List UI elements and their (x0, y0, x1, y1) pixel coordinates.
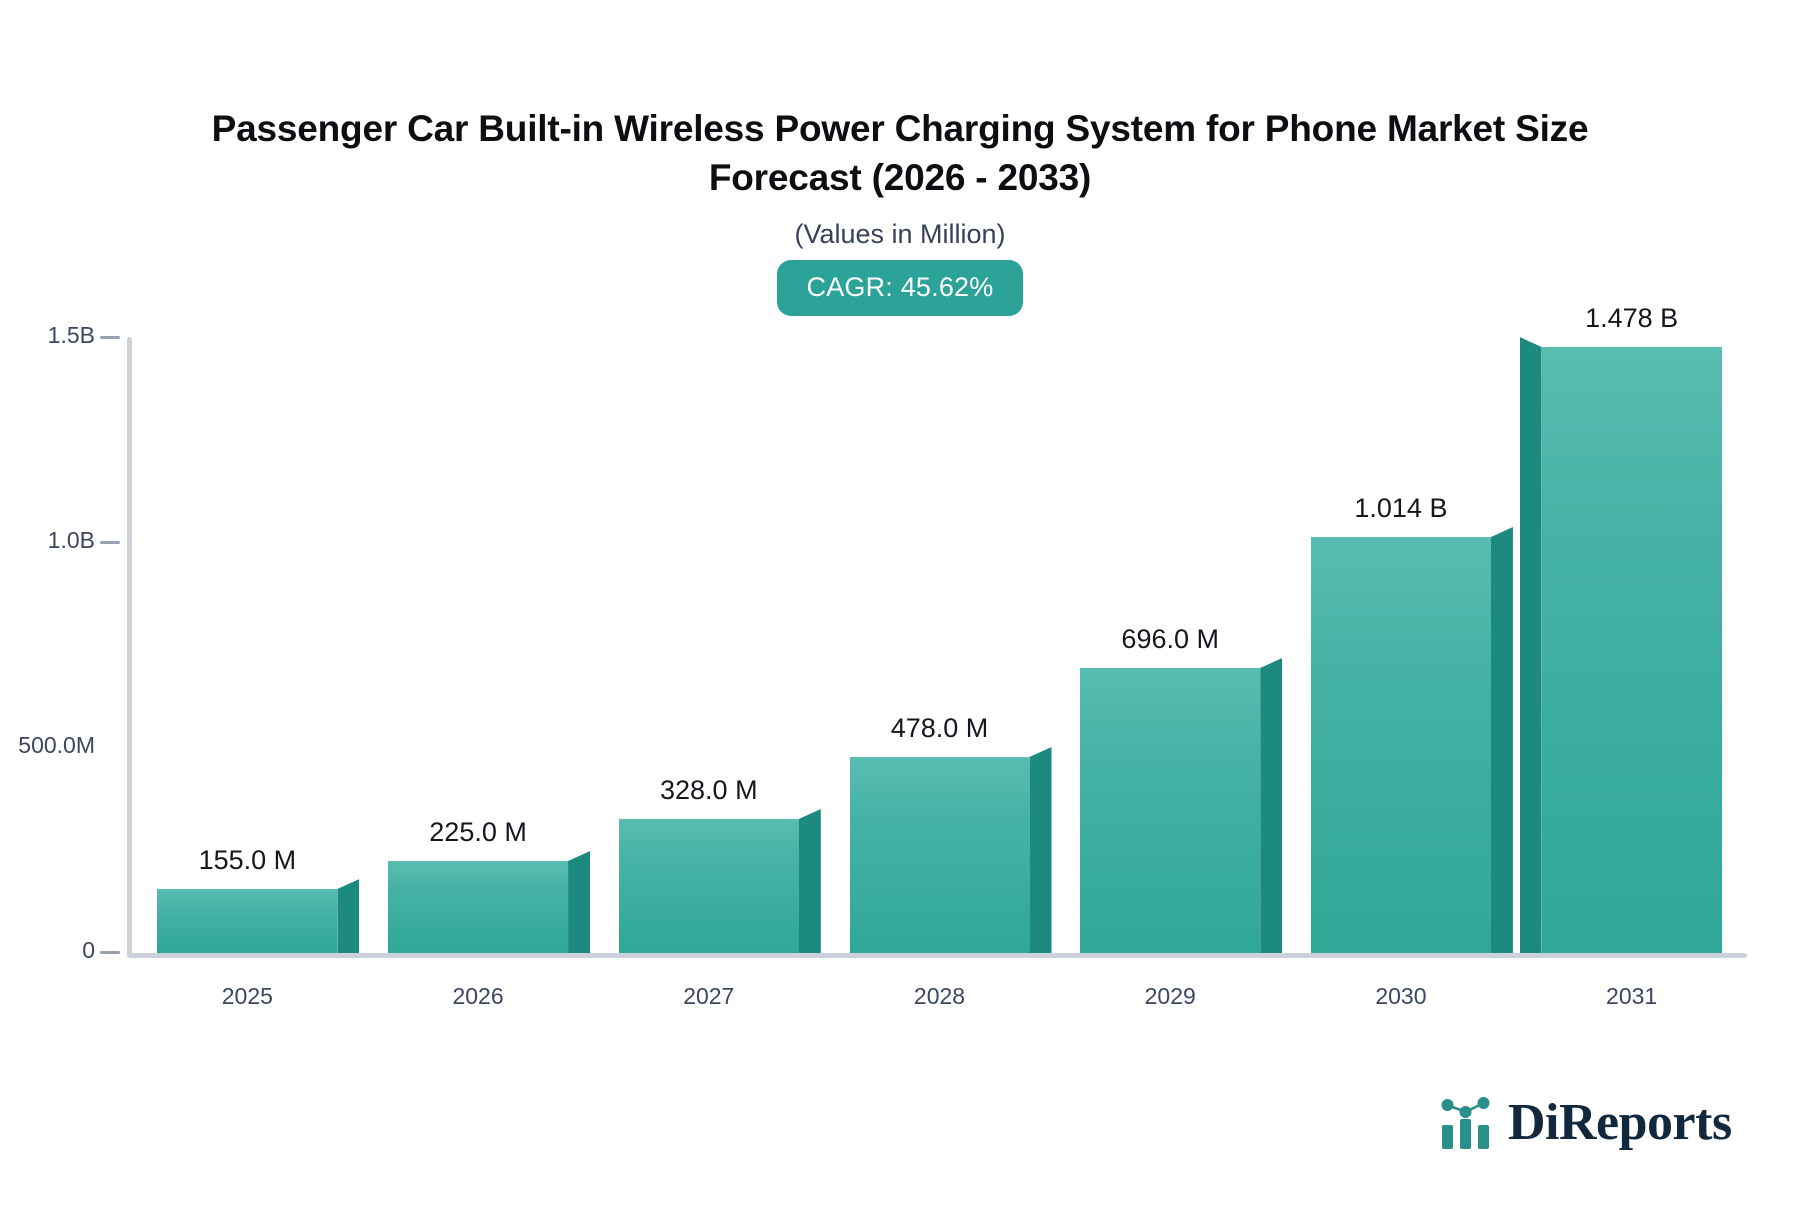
bar-front-face (1541, 347, 1722, 953)
bar-value-label: 1.014 B (1354, 493, 1448, 523)
y-axis-tick-label: 1.0B (47, 527, 95, 553)
bar-front-face (1310, 537, 1491, 953)
bar-front-face (157, 889, 338, 953)
bar[interactable]: 225.0 M (388, 817, 591, 953)
bar-chart-icon (1438, 1095, 1502, 1151)
bar[interactable]: 1.014 B (1310, 493, 1513, 953)
x-axis-tick-label: 2028 (913, 983, 966, 1009)
chart-subtitle: (Values in Million) (794, 218, 1006, 249)
x-axis-line (127, 953, 1747, 958)
y-axis-tick-mark (100, 951, 120, 954)
bar-value-label: 155.0 M (198, 845, 297, 875)
x-axis-tick-label: 2030 (1375, 983, 1427, 1009)
logo-text: DiReports (1508, 1094, 1732, 1151)
bar[interactable]: 478.0 M (849, 713, 1052, 953)
bar-side-face (1029, 747, 1052, 953)
bar-side-face (1260, 658, 1283, 953)
direports-logo: DiReports (1438, 1095, 1732, 1151)
page-title: Passenger Car Built-in Wireless Power Ch… (211, 108, 1589, 198)
bar-value-label: 225.0 M (429, 817, 527, 847)
bar-side-face (1490, 527, 1513, 953)
bar[interactable]: 328.0 M (618, 775, 821, 953)
y-axis-tick-mark (100, 336, 120, 339)
bar-value-label: 328.0 M (660, 775, 758, 805)
bar[interactable]: 155.0 M (157, 845, 360, 953)
bar-side-face (798, 809, 821, 953)
title-block: Passenger Car Built-in Wireless Power Ch… (0, 105, 1800, 316)
bar-value-label: 696.0 M (1121, 624, 1219, 654)
y-axis-tick-label: 0 (82, 937, 95, 963)
bar-value-label: 478.0 M (890, 713, 989, 743)
y-axis-tick-label: 500.0M (18, 732, 95, 758)
cagr-badge: CAGR: 45.62% (776, 259, 1024, 316)
y-axis-line (127, 337, 132, 957)
bar[interactable]: 696.0 M (1080, 624, 1283, 953)
bar[interactable]: 1.478 B (1519, 303, 1722, 953)
x-axis-tick-label: 2026 (452, 983, 504, 1009)
y-axis-tick-label: 1.5B (47, 322, 95, 348)
bar-side-face (568, 851, 591, 953)
bar-front-face (1080, 668, 1261, 953)
bar-value-label: 1.478 B (1585, 303, 1679, 333)
x-axis-tick-label: 2029 (1144, 983, 1196, 1009)
bar-front-face (618, 819, 799, 953)
x-axis-tick-label: 2031 (1606, 983, 1658, 1009)
bar-front-face (849, 757, 1030, 953)
cagr-badge-wrap: CAGR: 45.62% (0, 259, 1800, 316)
y-axis-tick-mark (100, 541, 120, 544)
bar-side-face (337, 879, 360, 953)
bar-side-face (1519, 337, 1542, 953)
x-axis-tick-label: 2027 (683, 983, 735, 1009)
x-axis-tick-label: 2025 (221, 983, 273, 1009)
bar-front-face (388, 861, 569, 953)
